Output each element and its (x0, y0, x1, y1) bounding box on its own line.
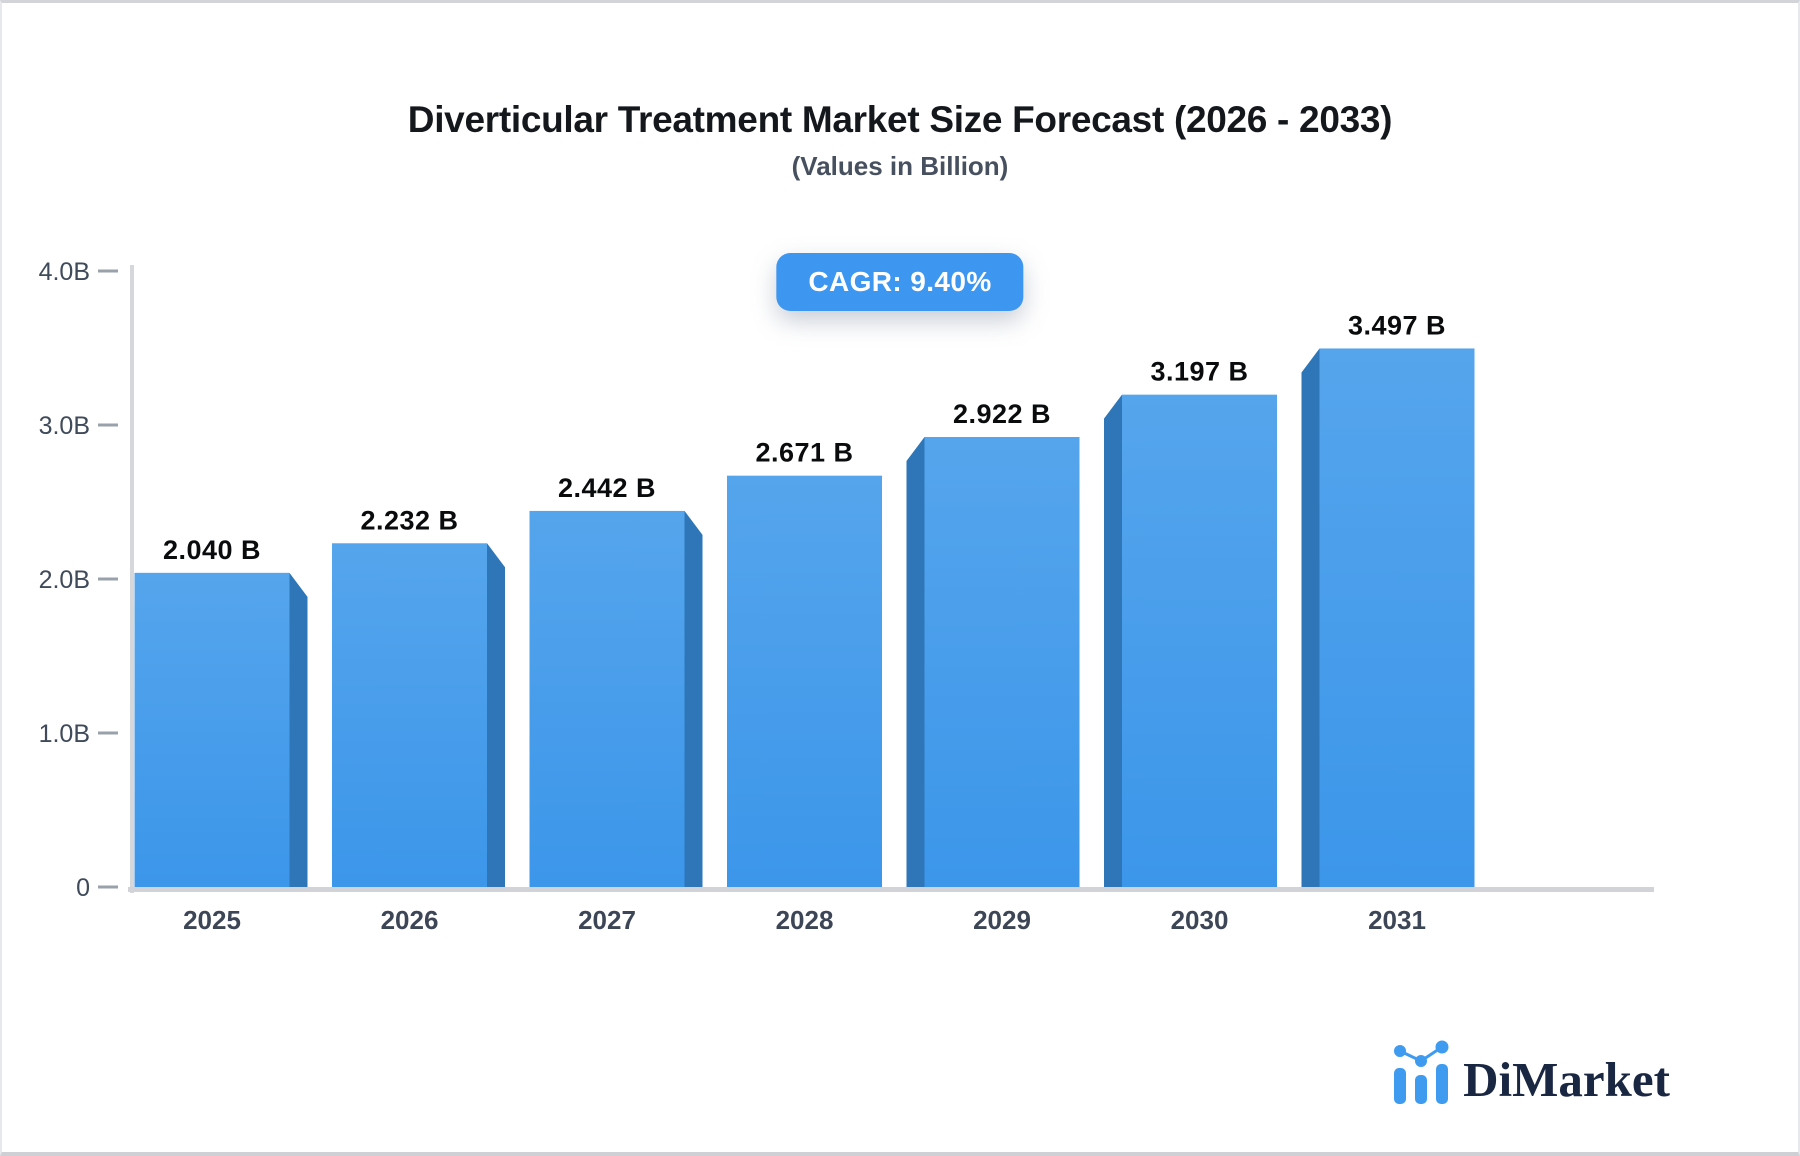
bar (727, 475, 882, 887)
x-axis-baseline (128, 887, 1654, 892)
y-tick-label: 1.0B (39, 720, 90, 748)
logo-icon-group (1394, 1040, 1449, 1104)
bar-side-face (289, 572, 308, 887)
bar (134, 572, 290, 887)
bar (529, 510, 685, 887)
bar (1319, 348, 1475, 887)
bar-side-face (487, 543, 505, 887)
bar-value-label: 2.442 B (558, 473, 656, 503)
bar-value-label: 3.497 B (1348, 310, 1446, 340)
bar-side-face (906, 437, 925, 887)
x-tick-label: 2027 (578, 905, 636, 935)
page-subtitle: (Values in Billion) (791, 151, 1009, 181)
y-tick-label: 4.0B (39, 258, 90, 286)
bar-value-label: 3.197 B (1150, 357, 1248, 387)
x-tick-label: 2030 (1171, 905, 1229, 935)
y-tick-label: 3.0B (39, 412, 90, 440)
bar (1122, 394, 1277, 887)
bar (332, 543, 487, 887)
bar-chart: 0 1.0B 2.0B 3.0B 4.0B 2.040 B 2025 2.232 B 2026 2… (2, 243, 1798, 963)
y-tick-label: 2.0B (39, 566, 90, 594)
brand-name: DiMarket (1463, 1052, 1670, 1107)
x-tick-label: 2025 (183, 905, 241, 935)
bar-side-face (1301, 348, 1320, 887)
bar-side-face (1104, 394, 1122, 887)
bar-value-label: 2.040 B (163, 535, 261, 565)
bar-value-label: 2.232 B (360, 505, 458, 535)
x-tick-label: 2026 (381, 905, 439, 935)
x-tick-label: 2031 (1368, 905, 1426, 935)
bar-side-face (684, 510, 703, 887)
bar-chart-sparkline-icon (1394, 1040, 1449, 1104)
y-tick-label: 0 (76, 874, 90, 902)
brand-logo: DiMarket (1391, 1038, 1670, 1104)
bar (924, 437, 1080, 887)
cagr-badge: CAGR: 9.40% (776, 253, 1024, 311)
bar-value-label: 2.922 B (953, 399, 1051, 429)
x-tick-label: 2029 (973, 905, 1031, 935)
chart-svg: 0 1.0B 2.0B 3.0B 4.0B 2.040 B 2025 2.232 B 2026 2… (39, 258, 1654, 935)
page-title: Diverticular Treatment Market Size Forec… (407, 99, 1393, 140)
x-tick-label: 2028 (776, 905, 834, 935)
bar-value-label: 2.671 B (755, 438, 853, 468)
